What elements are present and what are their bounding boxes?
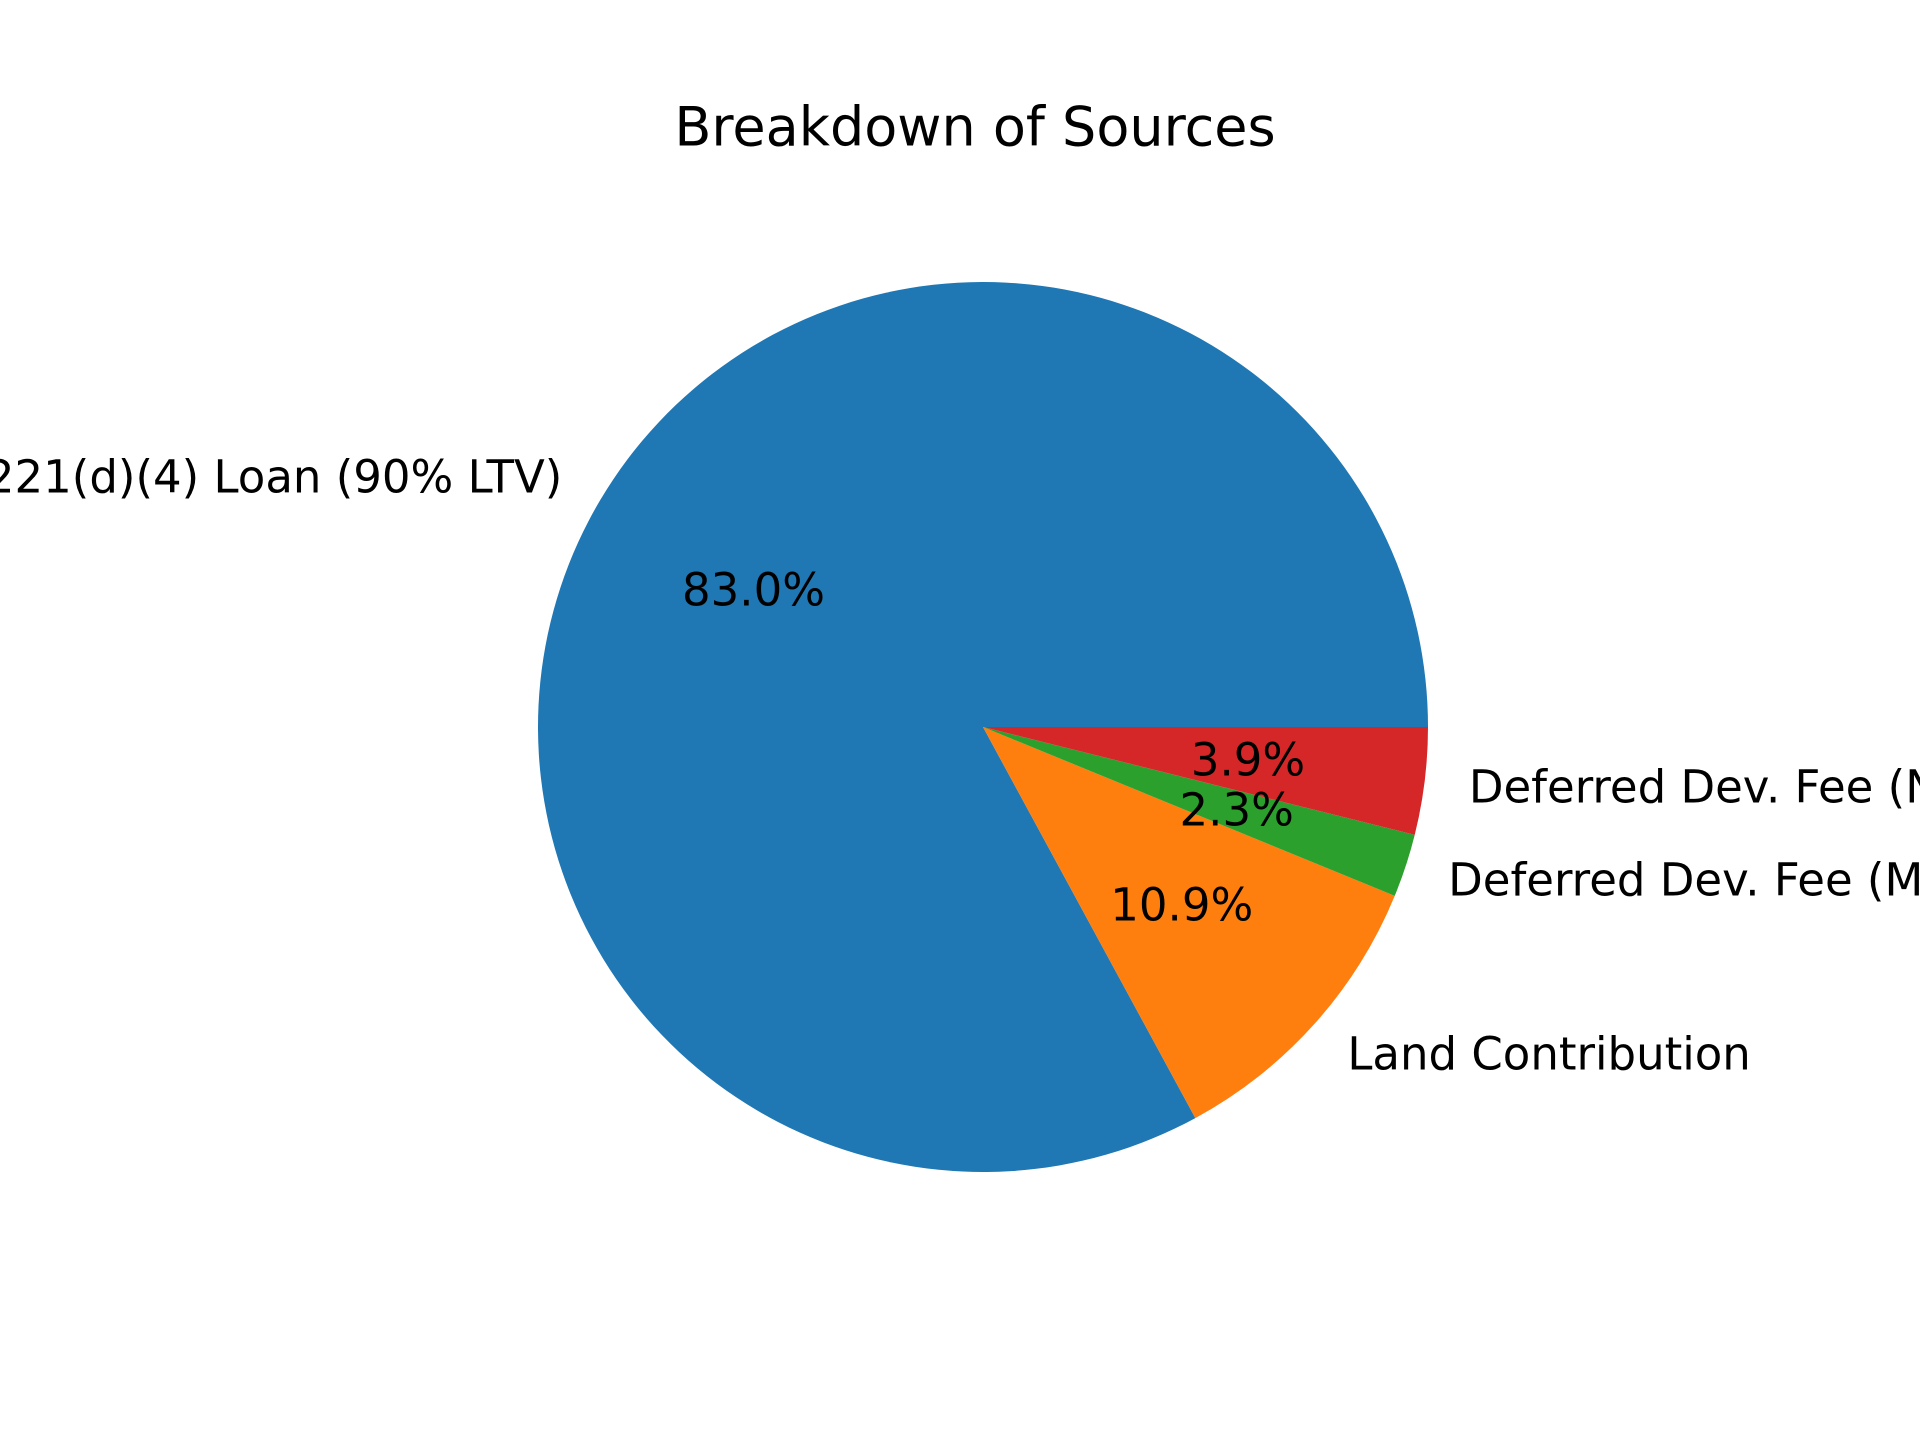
slice-label-3: Deferred Dev. Fee (No: [1468, 760, 1920, 813]
pie-slice-1: [983, 727, 1395, 1119]
pie-slice-2: [983, 727, 1415, 896]
pie-slice-0: [537, 282, 1428, 1173]
pie-slice-3: [983, 727, 1428, 835]
slice-label-1: Land Contribution: [1347, 1027, 1751, 1081]
slice-label-2: Deferred Dev. Fee (MH: [1448, 852, 1920, 906]
slice-label-0: D 221(d)(4) Loan (90% LTV): [0, 449, 563, 503]
chart-title: Breakdown of Sources: [674, 95, 1276, 159]
pct-label-0: 83.0%: [682, 563, 826, 617]
pct-label-2: 2.3%: [1179, 783, 1294, 837]
pct-label-3: 3.9%: [1190, 732, 1306, 786]
pct-label-1: 10.9%: [1110, 878, 1254, 932]
